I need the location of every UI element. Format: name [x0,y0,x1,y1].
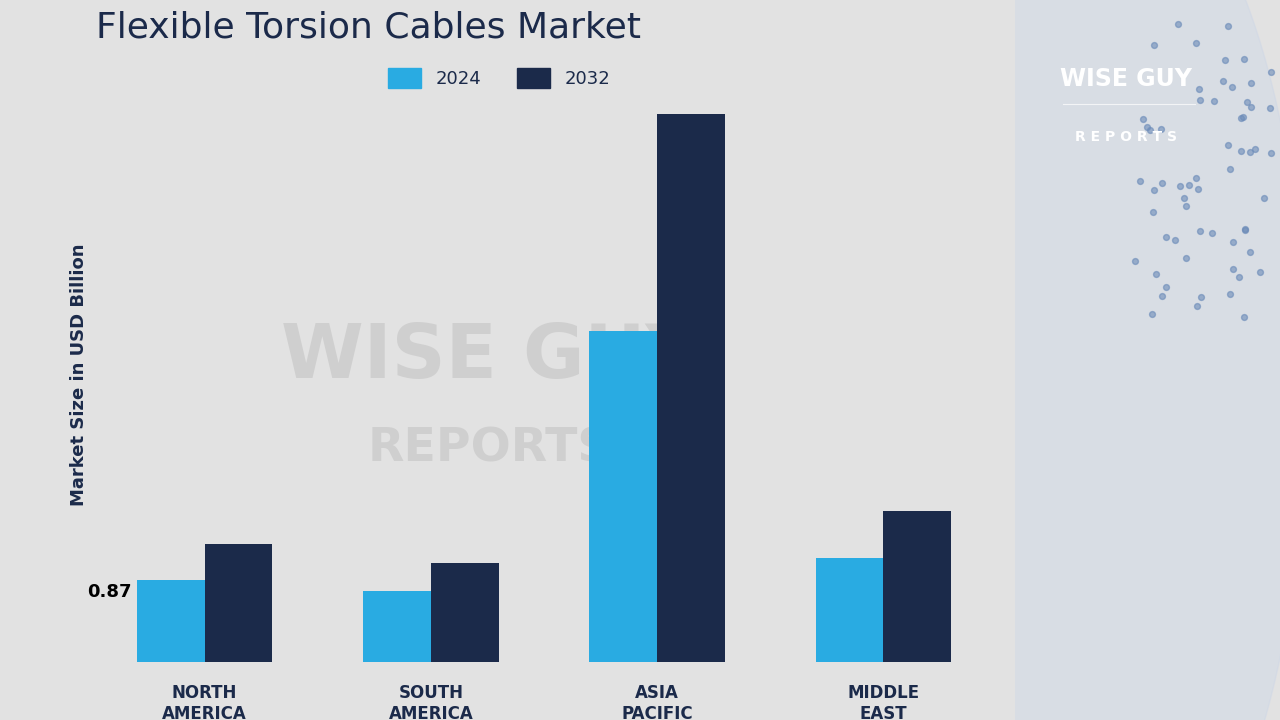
Point [1143,39,1164,50]
Point [1152,177,1172,189]
Point [1230,112,1251,124]
Point [1220,289,1240,300]
Y-axis label: Market Size in USD Billion: Market Size in USD Billion [69,243,87,505]
Point [1146,269,1166,280]
Text: R E P O R T S: R E P O R T S [1075,130,1178,144]
Point [1188,183,1208,194]
Point [1185,172,1206,184]
Bar [815,559,883,662]
Point [1212,76,1233,87]
Point [1233,112,1253,123]
Point [1217,139,1238,150]
Bar [364,591,431,662]
Point [1234,311,1254,323]
Point [1240,77,1261,89]
Bar [657,114,724,662]
Point [1231,145,1252,157]
Text: 0.87: 0.87 [87,582,132,600]
Point [1236,96,1257,108]
Point [1151,123,1171,135]
Point [1133,113,1153,125]
Point [1152,290,1172,302]
Point [1143,184,1164,196]
Point [1224,264,1244,275]
Point [1239,246,1260,257]
Bar [589,331,657,662]
Point [1249,266,1270,278]
Point [1220,163,1240,175]
Point [1179,179,1199,191]
Point [1125,256,1146,267]
Point [1156,282,1176,293]
Point [1156,231,1176,243]
Bar [137,580,205,662]
Point [1165,234,1185,246]
Bar [431,563,499,662]
Point [1185,37,1206,48]
Point [1170,180,1190,192]
Polygon shape [909,0,1280,720]
Point [1204,96,1225,107]
Bar [205,544,273,662]
Text: WISE GUY: WISE GUY [280,320,700,394]
Point [1142,206,1162,217]
Legend: 2024, 2032: 2024, 2032 [381,61,617,95]
Point [1234,53,1254,65]
Point [1189,94,1210,106]
Point [1229,271,1249,283]
Point [1187,300,1207,312]
Point [1234,224,1254,235]
Point [1167,18,1188,30]
Point [1215,54,1235,66]
Point [1254,192,1275,203]
Point [1234,223,1254,235]
Point [1140,124,1161,135]
Text: Flexible Torsion Cables Market: Flexible Torsion Cables Market [96,11,641,45]
Point [1142,309,1162,320]
Text: REPORTS: REPORTS [367,427,613,472]
Point [1260,103,1280,114]
Point [1202,228,1222,239]
Point [1190,225,1211,236]
Point [1130,175,1151,186]
Point [1188,84,1208,95]
Point [1242,102,1262,113]
Point [1222,81,1243,93]
Point [1261,66,1280,78]
Point [1244,143,1265,155]
Point [1176,200,1197,212]
Point [1219,20,1239,32]
Point [1240,145,1261,157]
Point [1190,291,1211,302]
Point [1176,252,1197,264]
Point [1222,236,1243,248]
Point [1174,192,1194,204]
Bar [883,511,951,662]
Text: WISE GUY: WISE GUY [1060,67,1193,91]
Point [1137,122,1157,133]
Point [1261,147,1280,158]
